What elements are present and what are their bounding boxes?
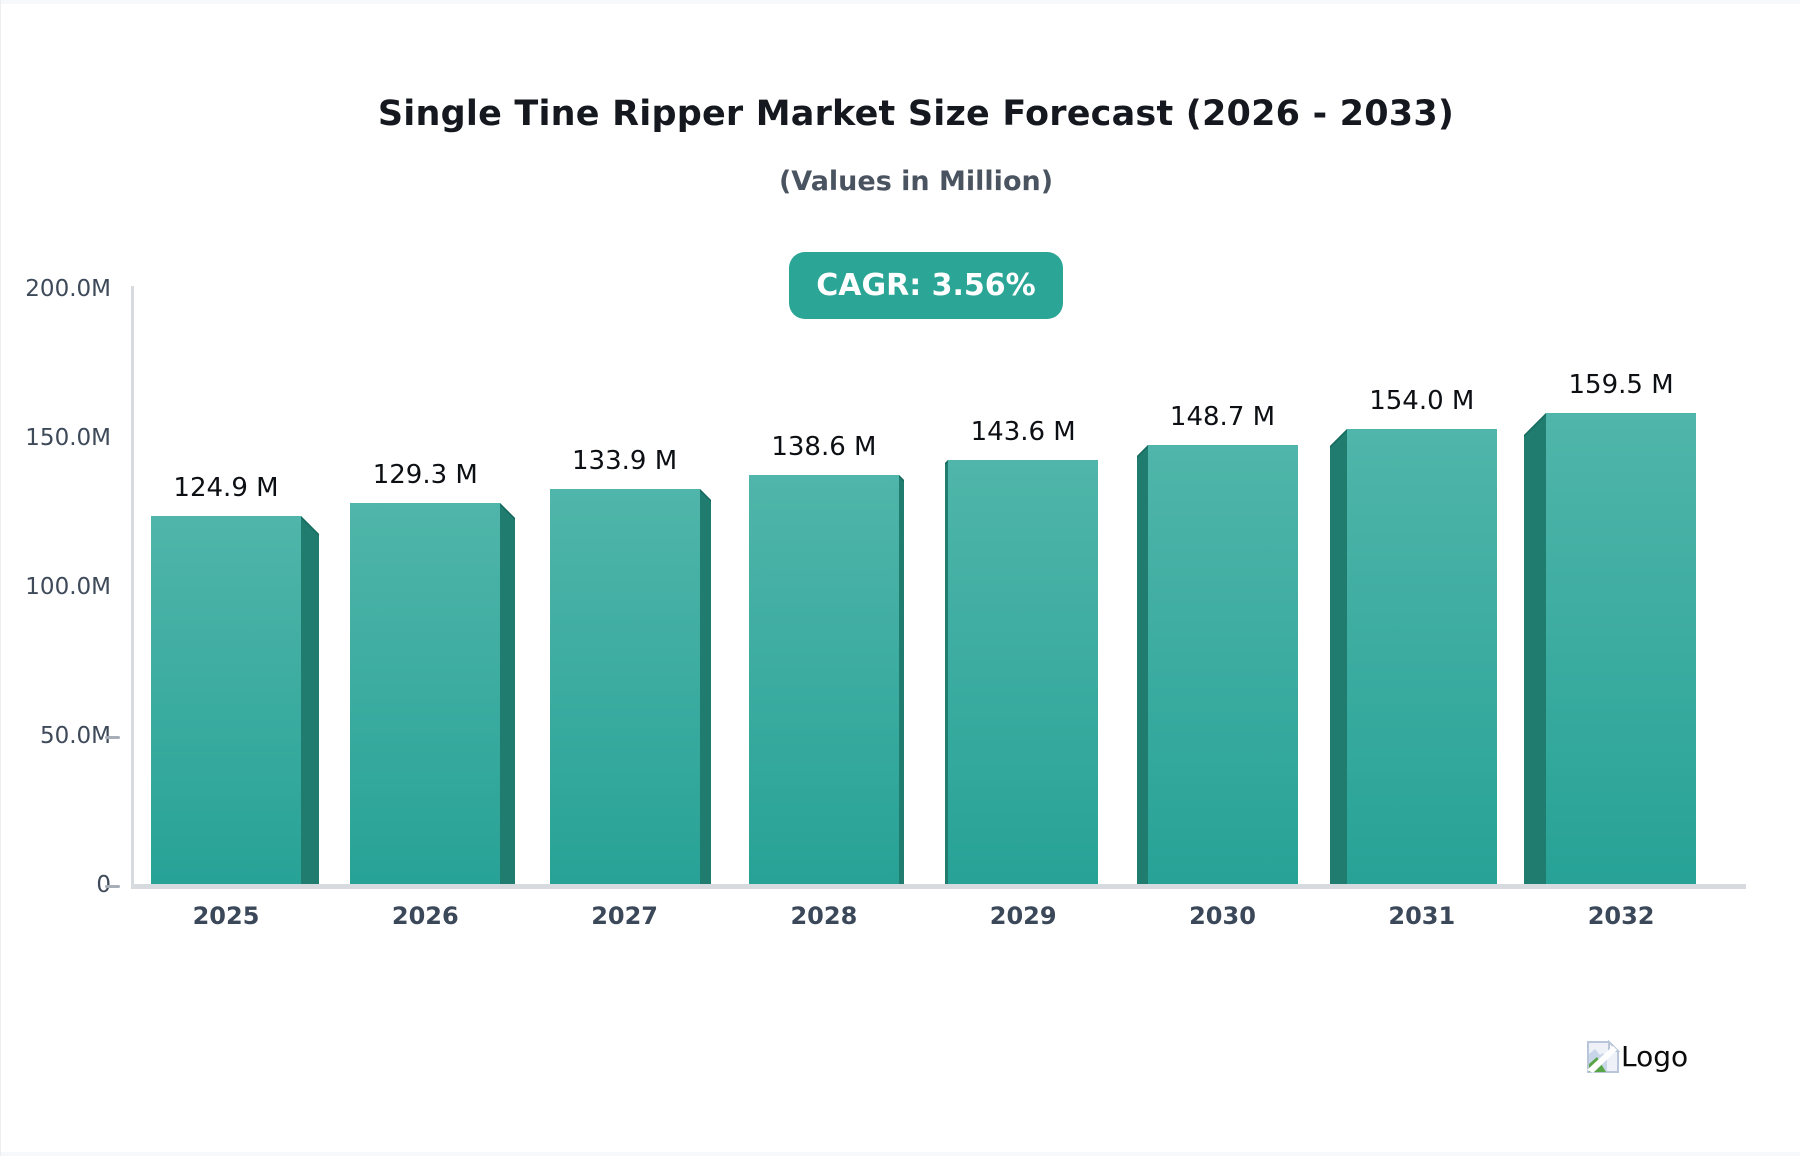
bar-3d-bevel <box>945 460 948 465</box>
logo-text: Logo <box>1621 1040 1689 1073</box>
bar-3d-side <box>945 460 948 888</box>
bar-value-label: 129.3 M <box>372 460 478 490</box>
bar-2025[interactable] <box>151 516 301 888</box>
y-axis-tick-label: 200.0M <box>25 276 111 302</box>
bar-value-label: 124.9 M <box>173 473 279 503</box>
bar-value-label: 154.0 M <box>1369 386 1475 416</box>
bar-2030[interactable] <box>1148 445 1298 888</box>
broken-image-icon <box>1587 1040 1620 1073</box>
bar-value-label: 143.6 M <box>970 417 1076 447</box>
x-axis-label-2026: 2026 <box>391 902 459 930</box>
chart-title: Single Tine Ripper Market Size Forecast … <box>377 94 1455 134</box>
bar-3d-side <box>1330 429 1347 888</box>
bar-3d-side <box>1524 413 1546 888</box>
x-axis-label-2030: 2030 <box>1189 902 1256 930</box>
chart-subtitle: (Values in Million) <box>778 166 1054 197</box>
x-axis-label-2025: 2025 <box>192 902 260 930</box>
page-top-border <box>1 0 1800 4</box>
bar-3d-bevel <box>1137 445 1148 458</box>
x-axis-label-2028: 2028 <box>790 902 858 930</box>
bar-3d-side <box>700 489 711 888</box>
bar-2032[interactable] <box>1546 413 1696 888</box>
bar-3d-side <box>1137 445 1148 888</box>
bar-3d-side <box>500 503 515 888</box>
bar-2029[interactable] <box>948 460 1098 888</box>
x-axis-label-2032: 2032 <box>1587 902 1655 930</box>
bar-value-label: 138.6 M <box>771 432 877 462</box>
bar-value-label: 148.7 M <box>1169 402 1276 432</box>
x-axis-label-2031: 2031 <box>1388 902 1456 930</box>
y-axis-tick-label: 100.0M <box>25 574 111 600</box>
y-axis-tick-label: 50.0M <box>39 723 111 749</box>
logo: Logo <box>1586 1040 1688 1074</box>
y-axis-tick-label: 0 <box>96 872 111 898</box>
x-axis-label-2027: 2027 <box>591 902 658 930</box>
y-axis-line <box>131 286 134 889</box>
bar-value-label: 133.9 M <box>572 446 678 476</box>
cagr-badge: CAGR: 3.56% <box>789 252 1063 319</box>
x-axis-line <box>131 884 1746 889</box>
bar-3d-side <box>899 475 904 888</box>
y-axis-tick-mark <box>105 736 120 739</box>
bar-3d-bevel <box>700 489 711 502</box>
bar-3d-side <box>301 516 319 888</box>
bar-2026[interactable] <box>350 503 500 888</box>
bar-value-label: 159.5 M <box>1568 370 1674 400</box>
y-axis-tick-mark <box>105 885 120 888</box>
x-axis-label-2029: 2029 <box>989 902 1057 930</box>
bar-2027[interactable] <box>550 489 700 888</box>
bar-3d-bevel <box>899 475 904 482</box>
page-bottom-border <box>1 1152 1800 1156</box>
bar-2031[interactable] <box>1347 429 1497 888</box>
bar-2028[interactable] <box>749 475 899 888</box>
y-axis-tick-label: 150.0M <box>25 425 111 451</box>
